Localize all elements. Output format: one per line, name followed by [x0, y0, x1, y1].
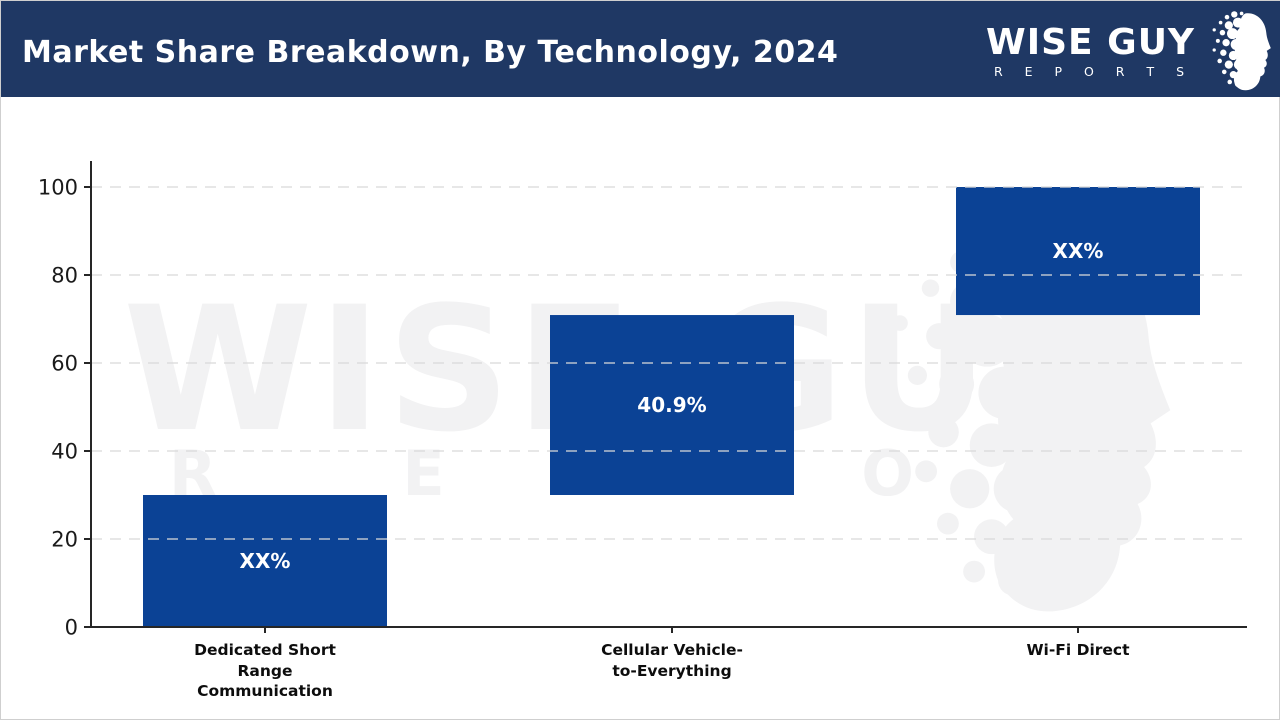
y-tick-label: 40	[51, 440, 78, 464]
bar-value-label: XX%	[1053, 239, 1104, 263]
bar	[550, 315, 794, 495]
bar	[143, 495, 387, 627]
y-tick-label: 0	[65, 616, 78, 640]
x-category-label: Cellular Vehicle-to-Everything	[601, 641, 743, 680]
brand-subname: R E P O R T S	[993, 64, 1194, 79]
page-title: Market Share Breakdown, By Technology, 2…	[22, 35, 839, 70]
brand-logo: WISE GUY R E P O R T S	[986, 7, 1275, 93]
brand-text: WISE GUY R E P O R T S	[985, 22, 1195, 80]
header-bar: Market Share Breakdown, By Technology, 2…	[1, 1, 1280, 97]
y-tick-label: 60	[51, 352, 78, 376]
brand-face-icon	[1212, 11, 1271, 91]
bar-value-label: 40.9%	[637, 393, 706, 417]
x-category-label: Wi-Fi Direct	[1026, 641, 1130, 659]
bar-value-label: XX%	[240, 549, 291, 573]
y-tick-label: 20	[51, 528, 78, 552]
x-category-label: Dedicated Short Range Communication	[194, 641, 336, 700]
y-tick-label: 100	[38, 176, 78, 200]
brand-name: WISE GUY	[985, 22, 1195, 63]
y-tick-label: 80	[51, 264, 78, 288]
bar	[956, 187, 1200, 316]
